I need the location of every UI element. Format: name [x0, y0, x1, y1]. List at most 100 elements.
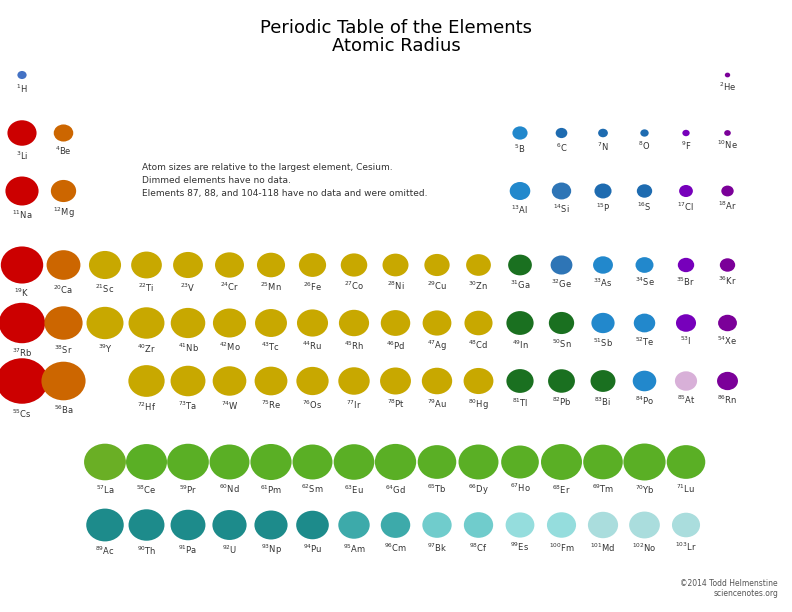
Ellipse shape [629, 512, 660, 539]
Text: $^{58}$Ce: $^{58}$Ce [136, 483, 157, 496]
Text: $^{37}$Rb: $^{37}$Rb [12, 347, 32, 359]
Text: $^{96}$Cm: $^{96}$Cm [384, 541, 407, 554]
Text: $^{32}$Ge: $^{32}$Ge [551, 278, 572, 290]
Ellipse shape [7, 120, 36, 146]
Ellipse shape [47, 250, 81, 280]
Ellipse shape [676, 314, 696, 332]
Text: $^{52}$Te: $^{52}$Te [634, 335, 654, 348]
Ellipse shape [126, 444, 167, 480]
Text: $^{76}$Os: $^{76}$Os [303, 398, 322, 411]
Text: $^{6}$C: $^{6}$C [556, 141, 567, 154]
Ellipse shape [505, 512, 535, 537]
Text: $^{21}$Sc: $^{21}$Sc [95, 283, 115, 295]
Text: $^{1}$H: $^{1}$H [16, 82, 28, 95]
Text: $^{56}$Ba: $^{56}$Ba [54, 404, 74, 416]
Text: $^{8}$O: $^{8}$O [638, 140, 650, 152]
Ellipse shape [623, 444, 665, 480]
Text: $^{100}$Fm: $^{100}$Fm [549, 541, 574, 553]
Ellipse shape [422, 368, 452, 394]
Text: $^{17}$Cl: $^{17}$Cl [677, 200, 695, 212]
Ellipse shape [547, 512, 576, 538]
Ellipse shape [375, 444, 416, 480]
Ellipse shape [381, 512, 410, 538]
Text: $^{79}$Au: $^{79}$Au [427, 398, 447, 410]
Ellipse shape [506, 311, 534, 335]
Ellipse shape [556, 128, 567, 138]
Ellipse shape [422, 512, 451, 538]
Ellipse shape [338, 367, 370, 395]
Text: $^{61}$Pm: $^{61}$Pm [260, 483, 282, 496]
Text: $^{35}$Br: $^{35}$Br [676, 275, 695, 288]
Ellipse shape [1, 247, 44, 283]
Text: $^{73}$Ta: $^{73}$Ta [178, 400, 198, 412]
Ellipse shape [167, 444, 209, 480]
Ellipse shape [678, 258, 695, 272]
Text: $^{30}$Zn: $^{30}$Zn [468, 279, 489, 291]
Ellipse shape [667, 445, 706, 479]
Text: $^{55}$Cs: $^{55}$Cs [12, 408, 32, 420]
Ellipse shape [552, 182, 571, 200]
Ellipse shape [512, 126, 527, 140]
Text: $^{99}$Es: $^{99}$Es [511, 541, 530, 553]
Text: $^{62}$Sm: $^{62}$Sm [301, 483, 324, 495]
Ellipse shape [173, 252, 203, 278]
Text: $^{101}$Md: $^{101}$Md [590, 542, 615, 554]
Text: $^{3}$Li: $^{3}$Li [16, 149, 29, 162]
Text: $^{66}$Dy: $^{66}$Dy [468, 483, 489, 498]
Text: $^{48}$Cd: $^{48}$Cd [468, 338, 489, 351]
Text: $^{70}$Yb: $^{70}$Yb [634, 484, 654, 496]
Ellipse shape [86, 307, 124, 339]
Text: $^{31}$Ga: $^{31}$Ga [510, 278, 531, 291]
Ellipse shape [296, 511, 329, 539]
Text: $^{80}$Hg: $^{80}$Hg [468, 397, 489, 412]
Ellipse shape [6, 176, 39, 206]
Text: $^{84}$Po: $^{84}$Po [634, 395, 654, 407]
Ellipse shape [292, 444, 333, 479]
Ellipse shape [506, 369, 534, 393]
Ellipse shape [583, 445, 623, 479]
Text: $^{65}$Tb: $^{65}$Tb [427, 482, 447, 494]
Text: $^{92}$U: $^{92}$U [222, 543, 237, 556]
Ellipse shape [131, 252, 162, 278]
Ellipse shape [598, 129, 608, 137]
Text: $^{33}$As: $^{33}$As [593, 277, 613, 289]
Text: $^{95}$Am: $^{95}$Am [342, 542, 365, 554]
Text: $^{45}$Rh: $^{45}$Rh [344, 340, 364, 352]
Ellipse shape [464, 512, 493, 538]
Text: $^{71}$Lu: $^{71}$Lu [676, 482, 695, 494]
Text: $^{20}$Ca: $^{20}$Ca [54, 283, 74, 296]
Ellipse shape [593, 256, 613, 274]
Ellipse shape [683, 130, 690, 136]
Ellipse shape [672, 513, 700, 537]
Ellipse shape [210, 444, 249, 479]
Ellipse shape [338, 511, 370, 539]
Text: $^{75}$Re: $^{75}$Re [261, 399, 281, 411]
Text: $^{83}$Bi: $^{83}$Bi [595, 395, 611, 408]
Text: $^{74}$W: $^{74}$W [221, 399, 238, 411]
Text: $^{27}$Co: $^{27}$Co [344, 280, 364, 293]
Text: $^{98}$Cf: $^{98}$Cf [469, 541, 488, 554]
Ellipse shape [588, 512, 618, 538]
Ellipse shape [44, 306, 82, 340]
Ellipse shape [170, 366, 205, 396]
Text: $^{51}$Sb: $^{51}$Sb [593, 337, 613, 349]
Ellipse shape [213, 308, 246, 337]
Ellipse shape [464, 311, 493, 335]
Ellipse shape [381, 310, 410, 336]
Text: Atom sizes are relative to the largest element, Cesium.
Dimmed elements have no : Atom sizes are relative to the largest e… [142, 163, 428, 198]
Text: $^{53}$I: $^{53}$I [680, 335, 691, 348]
Text: $^{97}$Bk: $^{97}$Bk [427, 541, 447, 554]
Text: Periodic Table of the Elements: Periodic Table of the Elements [260, 19, 532, 37]
Ellipse shape [0, 358, 48, 404]
Ellipse shape [296, 367, 329, 395]
Ellipse shape [724, 130, 731, 136]
Text: $^{12}$Mg: $^{12}$Mg [53, 206, 74, 220]
Text: $^{43}$Tc: $^{43}$Tc [261, 340, 280, 353]
Ellipse shape [637, 184, 652, 198]
Ellipse shape [592, 313, 615, 333]
Ellipse shape [128, 509, 165, 541]
Ellipse shape [508, 255, 532, 275]
Text: $^{2}$He: $^{2}$He [719, 80, 736, 93]
Ellipse shape [84, 444, 126, 480]
Text: $^{78}$Pt: $^{78}$Pt [386, 398, 405, 410]
